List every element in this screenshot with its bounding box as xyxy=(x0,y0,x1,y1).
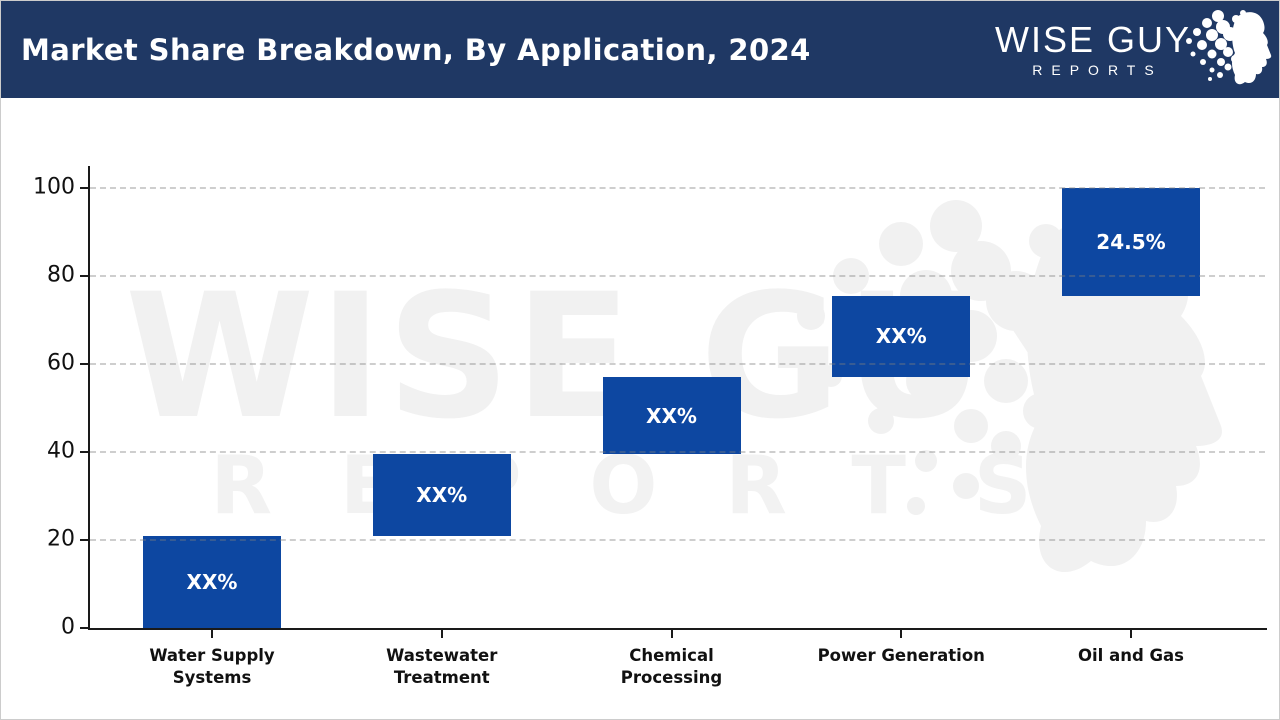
logo-text: WISE GUY REPORTS xyxy=(994,18,1191,78)
y-tick-mark xyxy=(80,275,88,277)
y-tick-label: 20 xyxy=(47,526,75,552)
gridline-40 xyxy=(90,451,1265,453)
x-axis-label-wastewater-treatment: Wastewater Treatment xyxy=(386,646,498,687)
y-tick-label: 0 xyxy=(61,614,75,640)
gridline-20 xyxy=(90,539,1265,541)
y-tick-mark xyxy=(80,187,88,189)
y-tick-label: 100 xyxy=(33,174,75,200)
y-tick-label: 80 xyxy=(47,262,75,288)
bar-chemical-processing: XX% xyxy=(602,377,741,455)
x-axis-label-water-supply-systems: Water Supply Systems xyxy=(149,646,275,687)
y-tick-mark xyxy=(80,451,88,453)
x-axis-line xyxy=(88,628,1267,630)
x-tick-mark xyxy=(1130,630,1132,638)
gridline-60 xyxy=(90,363,1265,365)
x-axis-label-power-generation: Power Generation xyxy=(817,646,985,665)
gridline-100 xyxy=(90,187,1265,189)
bar-wastewater-treatment: XX% xyxy=(372,454,511,536)
x-tick-mark xyxy=(670,630,673,638)
y-tick-mark xyxy=(80,627,88,629)
gridline-80 xyxy=(90,275,1265,277)
logo-reports-text: REPORTS xyxy=(1032,61,1163,78)
bar-water-supply-systems: XX% xyxy=(143,535,281,628)
wiseguy-face-icon xyxy=(1186,9,1272,84)
y-tick-mark xyxy=(80,539,88,541)
chart-title: Market Share Breakdown, By Application, … xyxy=(21,32,811,67)
y-axis-line xyxy=(88,166,90,630)
x-tick-mark xyxy=(900,630,903,638)
x-axis-label-oil-and-gas: Oil and Gas xyxy=(1077,646,1185,665)
y-tick-label: 40 xyxy=(47,438,75,464)
header-bar: Market Share Breakdown, By Application, … xyxy=(1,1,1279,98)
y-tick-mark xyxy=(80,363,88,365)
y-tick-label: 60 xyxy=(47,350,75,376)
x-axis-label-chemical-processing: Chemical Processing xyxy=(620,646,723,687)
bar-label: XX% xyxy=(186,569,238,594)
x-tick-mark xyxy=(211,630,213,638)
watermark-reports-text: REPORTS xyxy=(210,439,1100,532)
bar-label: XX% xyxy=(416,482,468,507)
logo-wiseguy-text: WISE GUY xyxy=(994,18,1191,60)
wiseguy-logo: WISE GUY REPORTS xyxy=(995,7,1273,93)
bar-oil-and-gas: 24.5% xyxy=(1062,188,1200,296)
bar-label: XX% xyxy=(646,403,697,428)
bar-label: 24.5% xyxy=(1096,229,1166,254)
x-tick-mark xyxy=(440,630,443,638)
bar-label: XX% xyxy=(875,324,927,349)
bar-power-generation: XX% xyxy=(832,295,971,378)
